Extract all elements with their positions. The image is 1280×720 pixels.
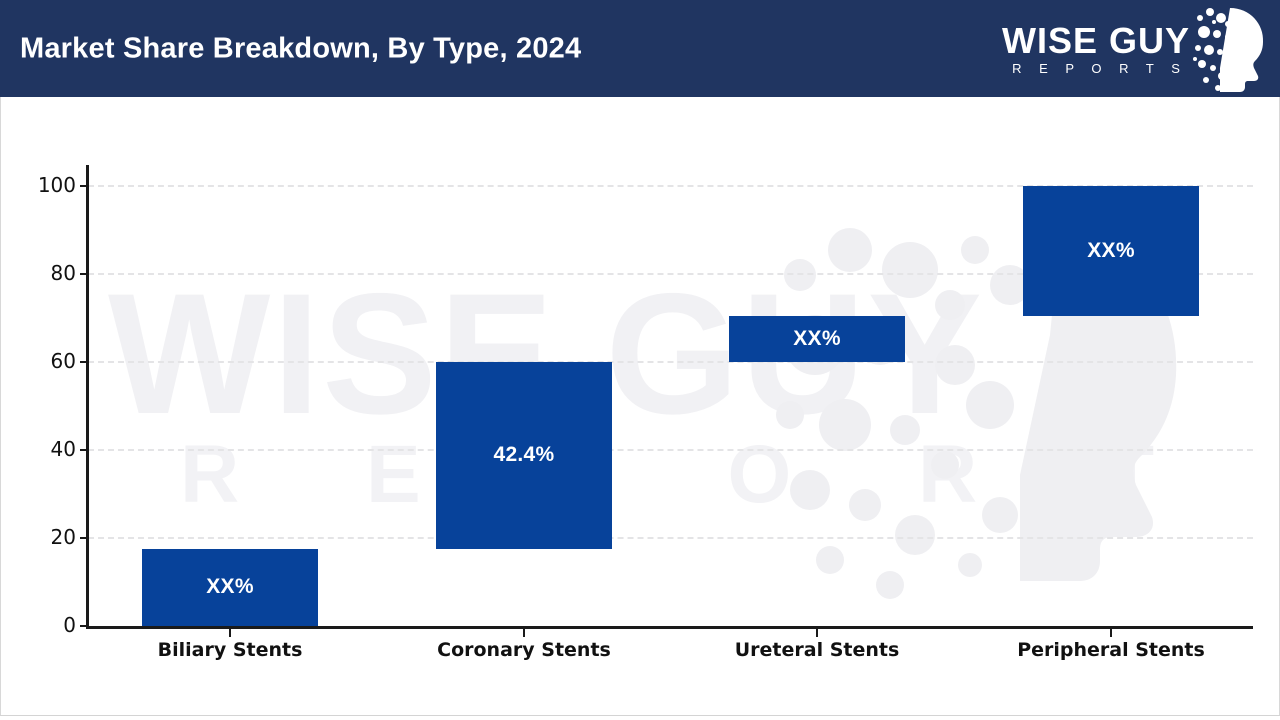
y-tick-label-20: 20 (50, 525, 76, 549)
bottom-divider (0, 715, 1280, 716)
x-axis-spine (86, 626, 1253, 629)
x-category-label: Biliary Stents (157, 639, 303, 661)
y-tick-mark-40 (80, 449, 88, 451)
bar-value-label: 42.4% (493, 443, 555, 467)
bar-value-label: XX% (1087, 239, 1135, 263)
x-tick-mark-4 (1110, 628, 1112, 637)
y-tick-label-100: 100 (37, 173, 76, 197)
logo-text: WISE GUY R E P O R T S (1001, 19, 1190, 77)
y-tick-label-0: 0 (63, 613, 76, 637)
x-category-label: Ureteral Stents (734, 639, 900, 661)
header: Market Share Breakdown, By Type, 2024 WI… (0, 0, 1280, 97)
x-category-label: Coronary Stents (437, 639, 611, 661)
bar-ureteral-stents: XX% (729, 316, 905, 362)
gridline-40 (88, 449, 1253, 451)
x-tick-mark-2 (523, 628, 525, 637)
logo-wordmark: WISE GUY (1001, 19, 1190, 61)
y-tick-mark-60 (80, 361, 88, 363)
gridline-20 (88, 537, 1253, 539)
y-tick-mark-0 (80, 625, 88, 627)
bar-biliary-stents: XX% (142, 548, 318, 626)
y-tick-label-40: 40 (50, 437, 76, 461)
gridline-60 (88, 361, 1253, 363)
logo-face-icon (1193, 8, 1264, 92)
y-axis-spine (86, 165, 89, 628)
y-tick-label-80: 80 (50, 261, 76, 285)
gridline-80 (88, 273, 1253, 275)
bar-peripheral-stents: XX% (1023, 186, 1199, 317)
bar-coronary-stents: 42.4% (436, 362, 612, 549)
x-tick-mark-3 (816, 628, 818, 637)
logo-subtitle: R E P O R T S (1012, 61, 1187, 77)
page-title: Market Share Breakdown, By Type, 2024 (20, 32, 582, 64)
gridline-100 (88, 185, 1253, 187)
x-category-label: Peripheral Stents (1017, 639, 1205, 661)
y-tick-mark-100 (80, 185, 88, 187)
y-tick-mark-20 (80, 537, 88, 539)
x-tick-mark-1 (229, 628, 231, 637)
y-tick-mark-80 (80, 273, 88, 275)
y-tick-label-60: 60 (50, 349, 76, 373)
bar-value-label: XX% (206, 575, 254, 599)
bar-value-label: XX% (793, 327, 841, 351)
wise-guy-logo: WISE GUY R E P O R T S (1002, 4, 1266, 94)
